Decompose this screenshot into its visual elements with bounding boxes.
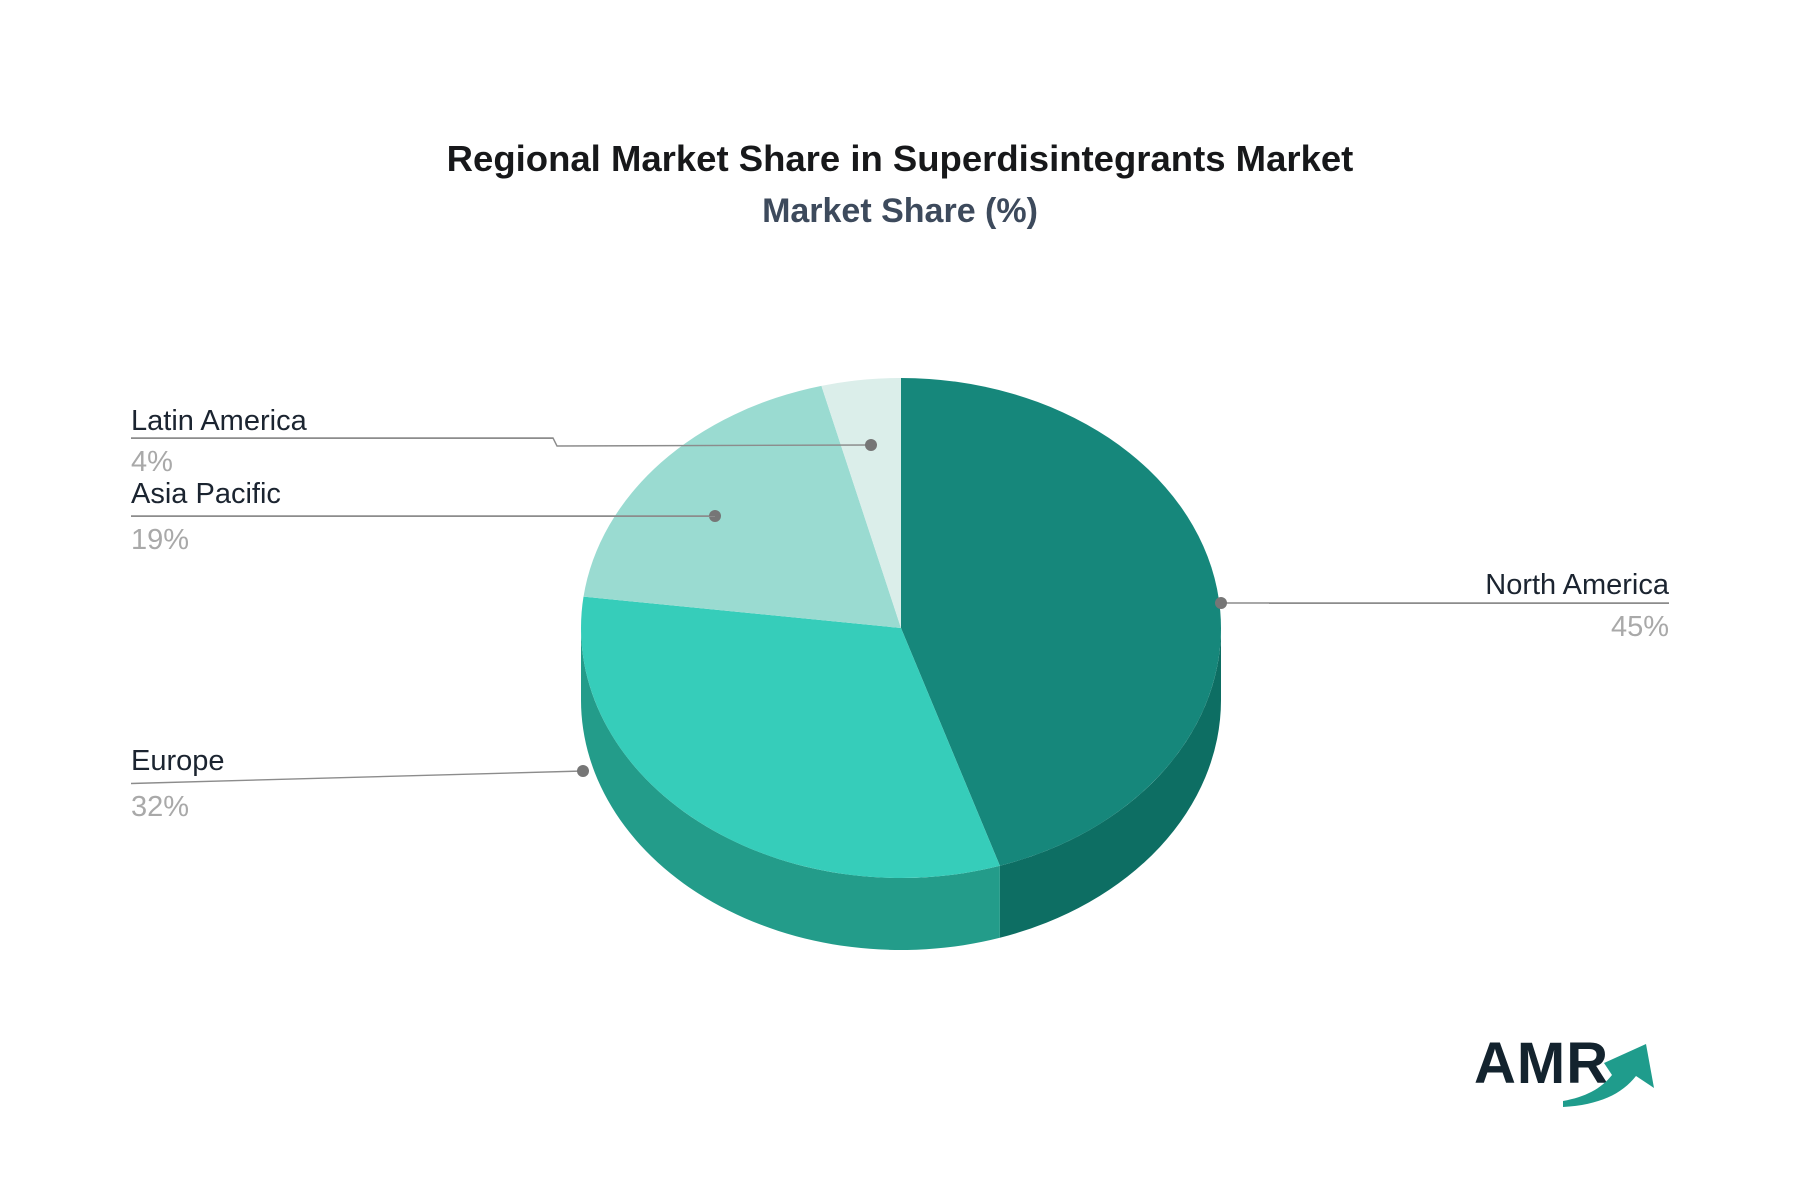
svg-text:AMR: AMR	[1474, 1031, 1609, 1096]
